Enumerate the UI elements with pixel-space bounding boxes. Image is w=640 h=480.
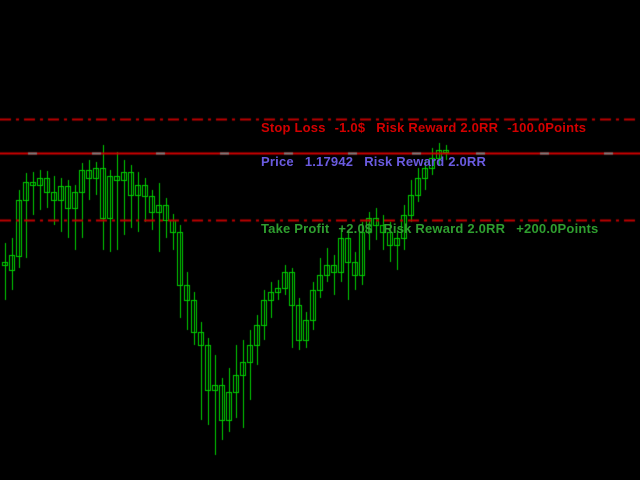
candlestick-chart-canvas[interactable]: [0, 0, 640, 480]
trading-chart-window: Stop Loss -1.0$ Risk Reward 2.0RR -100.0Poi…: [0, 0, 640, 480]
